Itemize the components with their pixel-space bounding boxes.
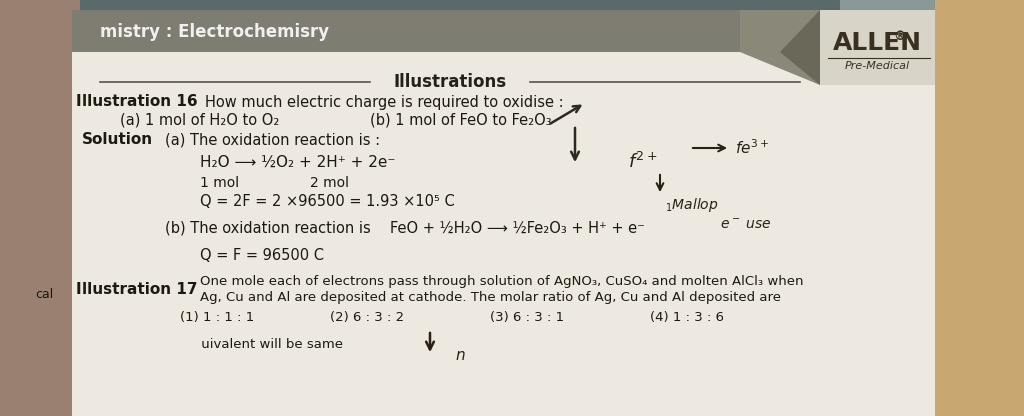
Text: (a) 1 mol of H₂O to O₂: (a) 1 mol of H₂O to O₂ <box>120 112 280 127</box>
Text: Q = 2F = 2 ×96500 = 1.93 ×10⁵ C: Q = 2F = 2 ×96500 = 1.93 ×10⁵ C <box>200 195 455 210</box>
Text: Ag, Cu and Al are deposited at cathode. The molar ratio of Ag, Cu and Al deposit: Ag, Cu and Al are deposited at cathode. … <box>200 292 781 305</box>
Text: One mole each of electrons pass through solution of AgNO₃, CuSO₄ and molten AlCl: One mole each of electrons pass through … <box>200 275 804 289</box>
Text: I: I <box>76 282 82 297</box>
Text: How much electric charge is required to oxidise :: How much electric charge is required to … <box>205 94 563 109</box>
Text: ®: ® <box>893 30 905 43</box>
Text: 1 mol: 1 mol <box>200 176 240 190</box>
Text: (b) The oxidation reaction is: (b) The oxidation reaction is <box>165 220 371 235</box>
Text: (a) The oxidation reaction is :: (a) The oxidation reaction is : <box>165 133 380 148</box>
Text: $f^{2+}$: $f^{2+}$ <box>628 152 657 172</box>
Text: (4) 1 : 3 : 6: (4) 1 : 3 : 6 <box>650 312 724 324</box>
Text: $e^-$ use: $e^-$ use <box>720 218 772 232</box>
Text: H₂O ⟶ ½O₂ + 2H⁺ + 2e⁻: H₂O ⟶ ½O₂ + 2H⁺ + 2e⁻ <box>200 154 395 169</box>
Text: ALLEN: ALLEN <box>833 31 922 55</box>
Text: Pre-Medical: Pre-Medical <box>845 61 909 71</box>
Text: llustration 17: llustration 17 <box>82 282 198 297</box>
Text: (1) 1 : 1 : 1: (1) 1 : 1 : 1 <box>180 312 254 324</box>
Text: Illustrations: Illustrations <box>393 73 507 91</box>
Text: cal: cal <box>35 289 53 302</box>
Text: (b) 1 mol of FeO to Fe₂O₃: (b) 1 mol of FeO to Fe₂O₃ <box>370 112 552 127</box>
Text: llustration 16: llustration 16 <box>82 94 198 109</box>
Bar <box>935 0 1024 416</box>
Text: I: I <box>76 94 82 109</box>
Bar <box>72 10 935 416</box>
Bar <box>820 10 935 85</box>
Text: $fe^{3+}$: $fe^{3+}$ <box>735 139 769 157</box>
Text: mistry : Electrochemisry: mistry : Electrochemisry <box>100 23 329 41</box>
Polygon shape <box>740 10 820 85</box>
Polygon shape <box>780 10 820 85</box>
Text: uivalent will be same: uivalent will be same <box>180 339 343 352</box>
Text: (2) 6 : 3 : 2: (2) 6 : 3 : 2 <box>330 312 404 324</box>
Bar <box>0 0 1024 12</box>
Bar <box>72 10 822 52</box>
Text: FeO + ½H₂O ⟶ ½Fe₂O₃ + H⁺ + e⁻: FeO + ½H₂O ⟶ ½Fe₂O₃ + H⁺ + e⁻ <box>390 220 645 235</box>
Text: Q = F = 96500 C: Q = F = 96500 C <box>200 248 324 262</box>
Text: 2 mol: 2 mol <box>310 176 349 190</box>
Text: (3) 6 : 3 : 1: (3) 6 : 3 : 1 <box>490 312 564 324</box>
Text: $_1$Mallop: $_1$Mallop <box>665 196 719 214</box>
Text: $n$: $n$ <box>455 347 466 362</box>
Bar <box>840 0 935 80</box>
Bar <box>0 0 80 416</box>
Text: Solution: Solution <box>82 133 154 148</box>
